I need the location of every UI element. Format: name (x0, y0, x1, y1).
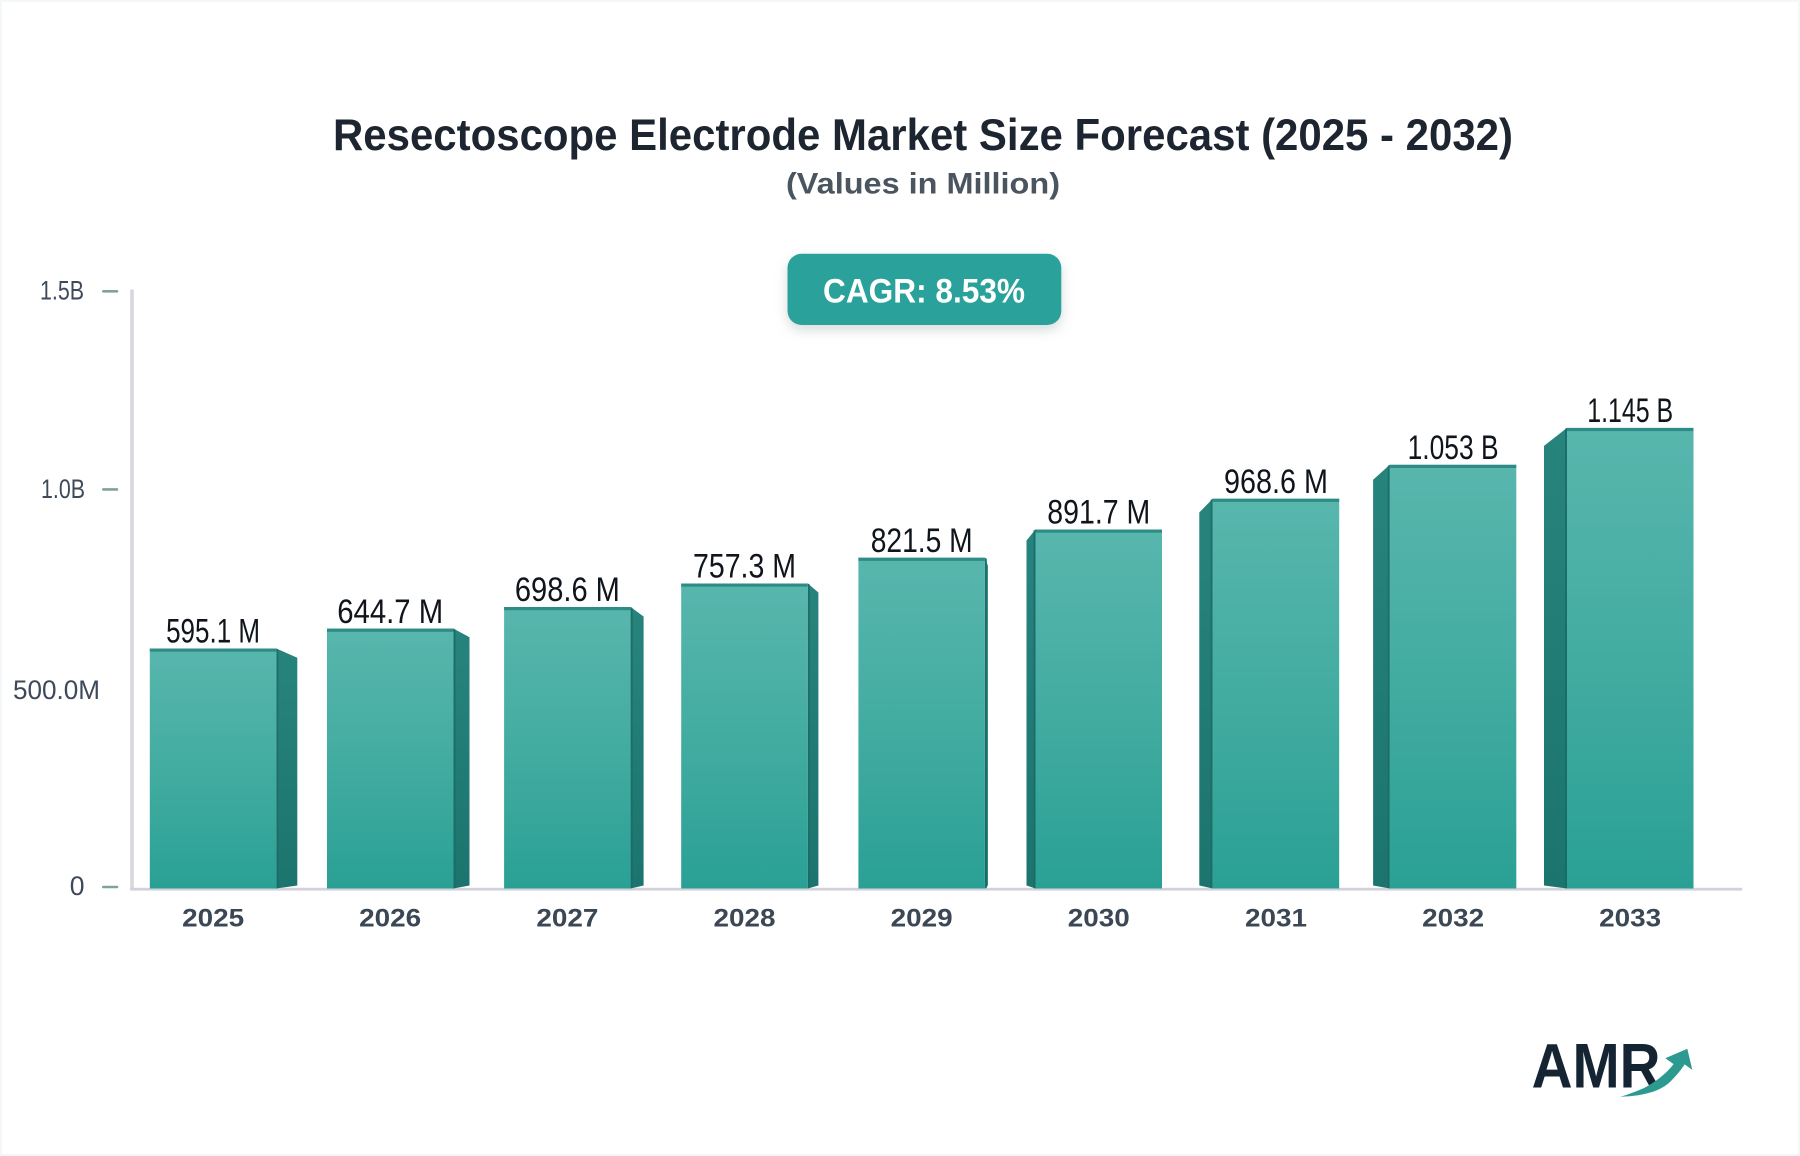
svg-text:698.6 M: 698.6 M (515, 571, 620, 609)
svg-text:644.7 M: 644.7 M (337, 593, 443, 631)
svg-text:891.7 M: 891.7 M (1047, 494, 1150, 532)
svg-text:1.145 B: 1.145 B (1587, 392, 1673, 430)
svg-text:2027: 2027 (536, 905, 598, 933)
svg-text:821.5 M: 821.5 M (871, 522, 973, 560)
svg-text:1.5B: 1.5B (40, 275, 84, 305)
svg-text:2031: 2031 (1245, 905, 1307, 933)
svg-text:2026: 2026 (359, 905, 421, 933)
svg-text:2032: 2032 (1422, 905, 1484, 933)
svg-text:757.3 M: 757.3 M (693, 548, 796, 586)
svg-text:500.0M: 500.0M (13, 675, 100, 705)
svg-text:2025: 2025 (182, 905, 244, 933)
svg-text:0: 0 (70, 871, 85, 901)
svg-text:2029: 2029 (891, 905, 953, 933)
svg-text:2030: 2030 (1068, 905, 1130, 933)
svg-text:1.0B: 1.0B (41, 474, 85, 504)
svg-text:CAGR: 8.53%: CAGR: 8.53% (823, 273, 1025, 311)
svg-text:968.6 M: 968.6 M (1224, 463, 1328, 501)
svg-text:AMR: AMR (1532, 1032, 1661, 1102)
svg-text:595.1 M: 595.1 M (166, 613, 260, 651)
svg-text:(Values in Million): (Values in Million) (786, 168, 1060, 201)
svg-text:2028: 2028 (714, 905, 776, 933)
svg-text:Resectoscope Electrode Market: Resectoscope Electrode Market Size Forec… (333, 111, 1513, 160)
svg-text:2033: 2033 (1599, 905, 1661, 933)
svg-text:1.053 B: 1.053 B (1408, 429, 1499, 467)
